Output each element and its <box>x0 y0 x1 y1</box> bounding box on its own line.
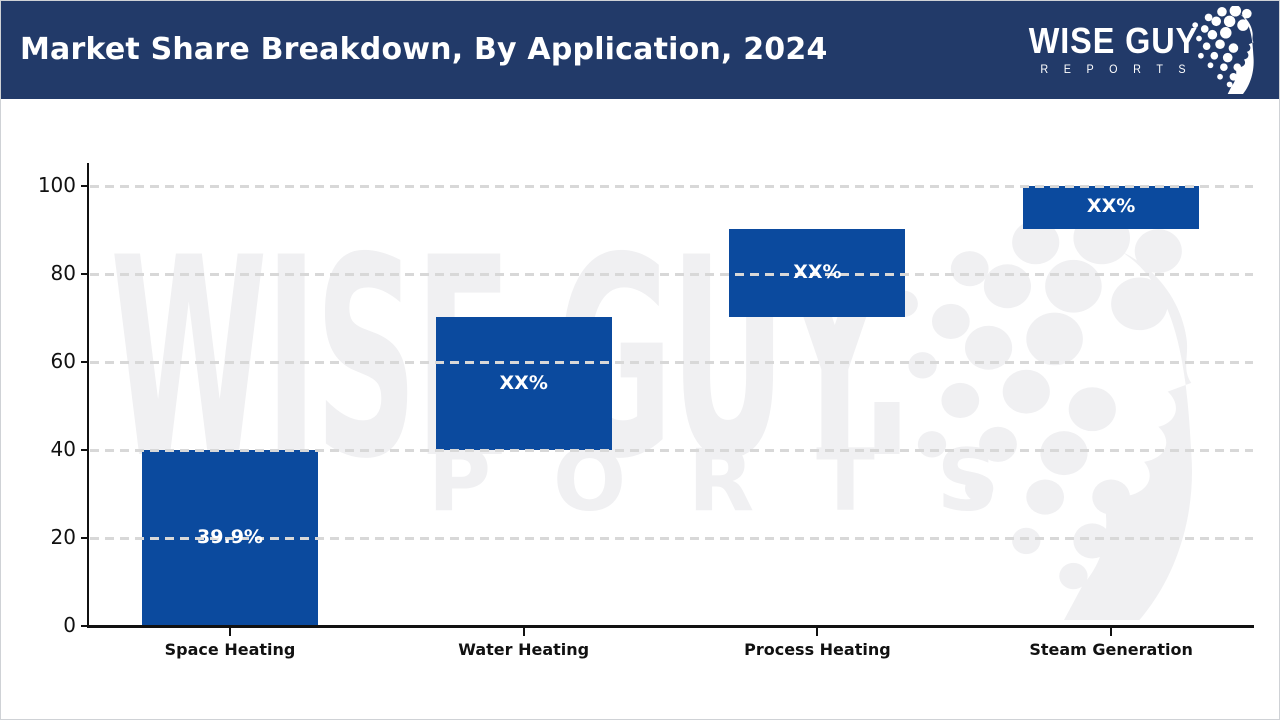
y-axis-tick-label: 0 <box>63 613 76 637</box>
brand-logo: WISE GUY R E P O R T S <box>1010 5 1258 94</box>
y-tick-0 <box>81 625 88 627</box>
y-axis-tick-label: 20 <box>50 525 76 549</box>
bar-value-label: XX% <box>499 371 548 394</box>
gridline-100 <box>90 185 1253 188</box>
y-tick-80 <box>81 273 88 275</box>
x-axis-category-label: Steam Generation <box>1029 640 1193 659</box>
y-tick-20 <box>81 537 88 539</box>
y-axis-tick-label: 60 <box>50 349 76 373</box>
bar-value-label: XX% <box>793 260 842 283</box>
y-axis-tick-label: 40 <box>50 437 76 461</box>
bar-water-heating <box>435 317 612 451</box>
x-axis-category-label: Process Heating <box>744 640 891 659</box>
gridline-40 <box>90 449 1253 452</box>
y-axis-tick-label: 80 <box>50 261 76 285</box>
face-profile <box>1227 13 1254 94</box>
bar-steam-generation <box>1023 186 1200 229</box>
page-title: Market Share Breakdown, By Application, … <box>20 32 828 67</box>
brand-logo-text: WISE GUY R E P O R T S <box>1028 20 1198 77</box>
brand-subtitle: R E P O R T S <box>1040 62 1192 76</box>
head-dots-icon <box>1192 5 1254 94</box>
y-tick-100 <box>81 185 88 187</box>
gridline-80 <box>90 273 1253 276</box>
x-axis-category-label: Water Heating <box>458 640 590 659</box>
x-tick-process-heating <box>816 628 819 636</box>
y-axis-tick-label: 100 <box>37 173 76 197</box>
bar-value-label: XX% <box>1086 195 1136 218</box>
x-axis-line <box>87 625 1254 628</box>
x-tick-water-heating <box>522 628 525 636</box>
y-tick-60 <box>81 361 88 363</box>
x-axis-category-label: Space Heating <box>164 640 296 659</box>
gridline-20 <box>90 537 1253 540</box>
header-bar: Market Share Breakdown, By Application, … <box>0 0 1280 99</box>
bar-process-heating <box>729 228 906 318</box>
y-axis-line <box>87 163 89 627</box>
brand-name: WISE GUY <box>1028 20 1198 61</box>
y-tick-40 <box>81 449 88 451</box>
watermark-text-line2: P O R T S <box>428 431 1015 531</box>
x-tick-space-heating <box>229 628 231 636</box>
bar-value-label: 39.9% <box>197 526 263 549</box>
x-tick-steam-generation <box>1110 628 1113 636</box>
gridline-60 <box>90 361 1253 364</box>
dot-cluster <box>1192 5 1252 89</box>
